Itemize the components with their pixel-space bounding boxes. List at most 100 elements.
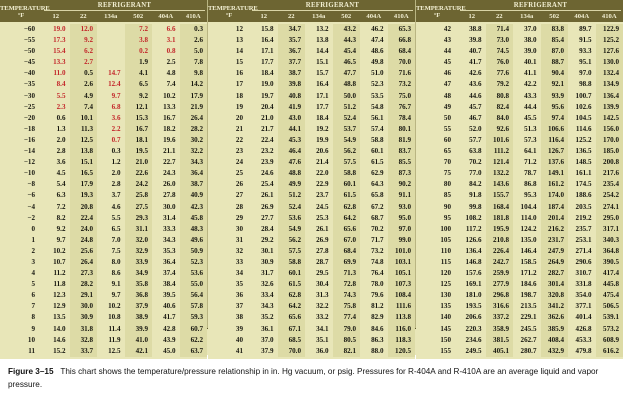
pressure-cell-502: 29.3 — [124, 212, 152, 224]
pressure-cell-22: 51.2 — [277, 190, 305, 202]
temperature-cell: 60 — [443, 135, 451, 144]
pressure-cell-12: 24.6 — [261, 169, 274, 178]
pressure-cell-134a: 10.8 — [108, 313, 121, 322]
pressure-cell-12: 108.2 — [465, 213, 482, 222]
pressure-cell-22: 7.4 — [69, 101, 97, 113]
pressure-cell-22: 316.6 — [485, 301, 513, 313]
pressure-cell-502: 68.4 — [332, 245, 360, 257]
pressure-cell-12: 2.8 — [56, 147, 66, 156]
pressure-cell-134a: 2.2 — [111, 124, 121, 133]
pressure-cell-134a: 35.1 — [316, 335, 329, 344]
pressure-cell-12: 36.1 — [261, 324, 274, 333]
refrigerant-column-12: 12 — [52, 13, 60, 20]
pressure-cell-410A: 21.9 — [179, 101, 207, 113]
pressure-cell-22: 76.0 — [485, 57, 513, 69]
pressure-cell-404A: 84.6 — [371, 324, 384, 333]
pressure-cell-502: 301.4 — [540, 279, 568, 291]
pressure-cell-22: 64.2 — [277, 301, 305, 313]
temperature-cell: 115 — [440, 257, 451, 266]
pressure-cell-22: 132.2 — [485, 168, 513, 180]
pressure-cell-134a: 7.0 — [111, 235, 121, 244]
pressure-cell-410A: 156.0 — [595, 123, 623, 135]
pressure-cell-404A: 70.2 — [371, 224, 384, 233]
table-row: 23 23.2 46.4 20.6 56.2 60.1 83.7 — [208, 146, 415, 158]
pressure-cell-404A: 98.8 — [579, 80, 592, 89]
pressure-cell-22: 9.2 — [69, 35, 97, 47]
pressure-cell-12: 17.7 — [261, 58, 274, 67]
pressure-cell-134a: 146.4 — [520, 246, 537, 255]
temperature-cell: 32 — [235, 246, 243, 255]
pressure-cell-12: 40.7 — [469, 47, 482, 56]
pressure-cells: 37.9 70.0 36.0 82.1 88.0 120.5 — [250, 345, 415, 357]
pressure-cell-410A: 317.1 — [595, 223, 623, 235]
pressure-cell-410A: 48.3 — [179, 223, 207, 235]
pressure-cell-134a: 15.7 — [316, 69, 329, 78]
table-row: 48 44.6 80.8 43.3 93.9 100.7 136.4 — [416, 90, 623, 102]
table-row: 20 21.0 43.0 18.4 52.4 56.1 78.4 — [208, 112, 415, 124]
temperature-cell: −8 — [27, 180, 35, 189]
pressure-cell-22: 28.2 — [69, 279, 97, 291]
temperature-cell: 8 — [31, 313, 35, 322]
pressure-cell-12: 15.4 — [53, 47, 66, 56]
pressure-cell-12: 52.0 — [469, 124, 482, 133]
pressure-cell-502: 18.1 — [124, 134, 152, 147]
pressure-cells: 42.6 77.6 41.1 90.4 97.0 132.4 — [458, 68, 623, 80]
refrigerant-column-22: 22 — [495, 13, 503, 20]
table-row: −60 19.0 12.0 7.2 6.6 0.3 — [0, 24, 207, 36]
pressure-cell-502: 32.0 — [124, 234, 152, 246]
table-row: −18 1.3 11.3 2.2 16.7 18.2 28.2 — [0, 123, 207, 135]
pressure-cells: 1.3 11.3 2.2 16.7 18.2 28.2 — [42, 123, 207, 135]
pressure-cell-134a: 32.2 — [316, 302, 329, 311]
pressure-cell-404A: 331.8 — [575, 280, 592, 289]
chart-panels: TEMPERATURE °F REFRIGERANT 12 22 134a 502 40… — [0, 0, 623, 359]
pressure-cells: 10.7 26.4 8.0 33.9 36.4 52.3 — [42, 256, 207, 269]
table-row: −35 8.4 2.6 12.4 6.5 7.4 14.2 — [0, 79, 207, 91]
pressure-cell-410A: 120.5 — [387, 345, 415, 357]
pressure-cell-12: 26.9 — [261, 202, 274, 211]
pressure-cell-134a: 11.4 — [108, 324, 121, 333]
pressure-cell-404A: 49.8 — [371, 58, 384, 67]
pressure-cell-22: 38.7 — [277, 68, 305, 80]
temperature-label: TEMPERATURE — [0, 5, 50, 13]
pressure-cell-404A: 74.8 — [371, 257, 384, 266]
pressure-cells: 44.6 80.8 43.3 93.9 100.7 136.4 — [458, 90, 623, 102]
temperature-cell: 135 — [440, 302, 451, 311]
pressure-cell-502: 34.9 — [124, 268, 152, 280]
pressure-cell-134a: 22.9 — [316, 180, 329, 189]
pressure-cell-404A: 13.3 — [163, 102, 176, 111]
temperature-cell: −45 — [23, 58, 35, 67]
pressure-cell-12: 0.6 — [56, 113, 66, 122]
pressure-cell-134a: 14.4 — [316, 47, 329, 56]
refrigerant-header-rule — [252, 10, 413, 11]
pressure-cell-12: 26.1 — [261, 191, 274, 200]
pressure-cell-404A: 203.5 — [575, 202, 592, 211]
pressure-cell-410A: 7.8 — [179, 57, 207, 69]
temperature-cell: 39 — [235, 324, 243, 333]
pressure-cell-12: 3.6 — [56, 158, 66, 167]
temperature-cell: 70 — [443, 158, 451, 167]
temperature-cell: −18 — [23, 124, 35, 133]
pressure-cell-410A: 80.1 — [387, 123, 415, 135]
pressure-cell-502: 80.5 — [332, 334, 360, 346]
table-row: −40 11.0 0.5 14.7 4.1 4.8 9.8 — [0, 68, 207, 80]
pressure-cell-410A: 38.7 — [179, 179, 207, 191]
pressure-cell-410A: 85.5 — [387, 157, 415, 169]
pressure-cells: 36.1 67.1 34.1 79.0 84.6 116.0 — [250, 323, 415, 335]
pressure-cell-404A: 34.3 — [163, 235, 176, 244]
pressure-cell-12: 10.7 — [53, 257, 66, 266]
temperature-cell: 49 — [443, 102, 451, 111]
pressure-cell-22: 358.9 — [485, 323, 513, 335]
table-row: 22 22.4 45.3 19.9 54.9 58.8 81.9 — [208, 134, 415, 147]
pressure-cell-22: 168.4 — [485, 201, 513, 213]
pressure-cell-12: 23.2 — [261, 147, 274, 156]
pressure-cell-502: 116.4 — [540, 134, 568, 147]
table-row: 35 32.6 61.5 30.4 72.8 78.0 107.3 — [208, 279, 415, 291]
pressure-cell-12: 77.0 — [469, 169, 482, 178]
pressure-cells: 2.8 13.8 0.3 19.5 21.1 32.2 — [42, 146, 207, 158]
temperature-cell: −12 — [23, 158, 35, 167]
temperature-cell: −6 — [27, 191, 35, 200]
pressure-cell-410A: 0.3 — [179, 24, 207, 36]
pressure-cell-22: 20.8 — [69, 201, 97, 213]
pressure-cell-410A: 130.0 — [595, 57, 623, 69]
pressure-cell-404A: 68.7 — [371, 213, 384, 222]
